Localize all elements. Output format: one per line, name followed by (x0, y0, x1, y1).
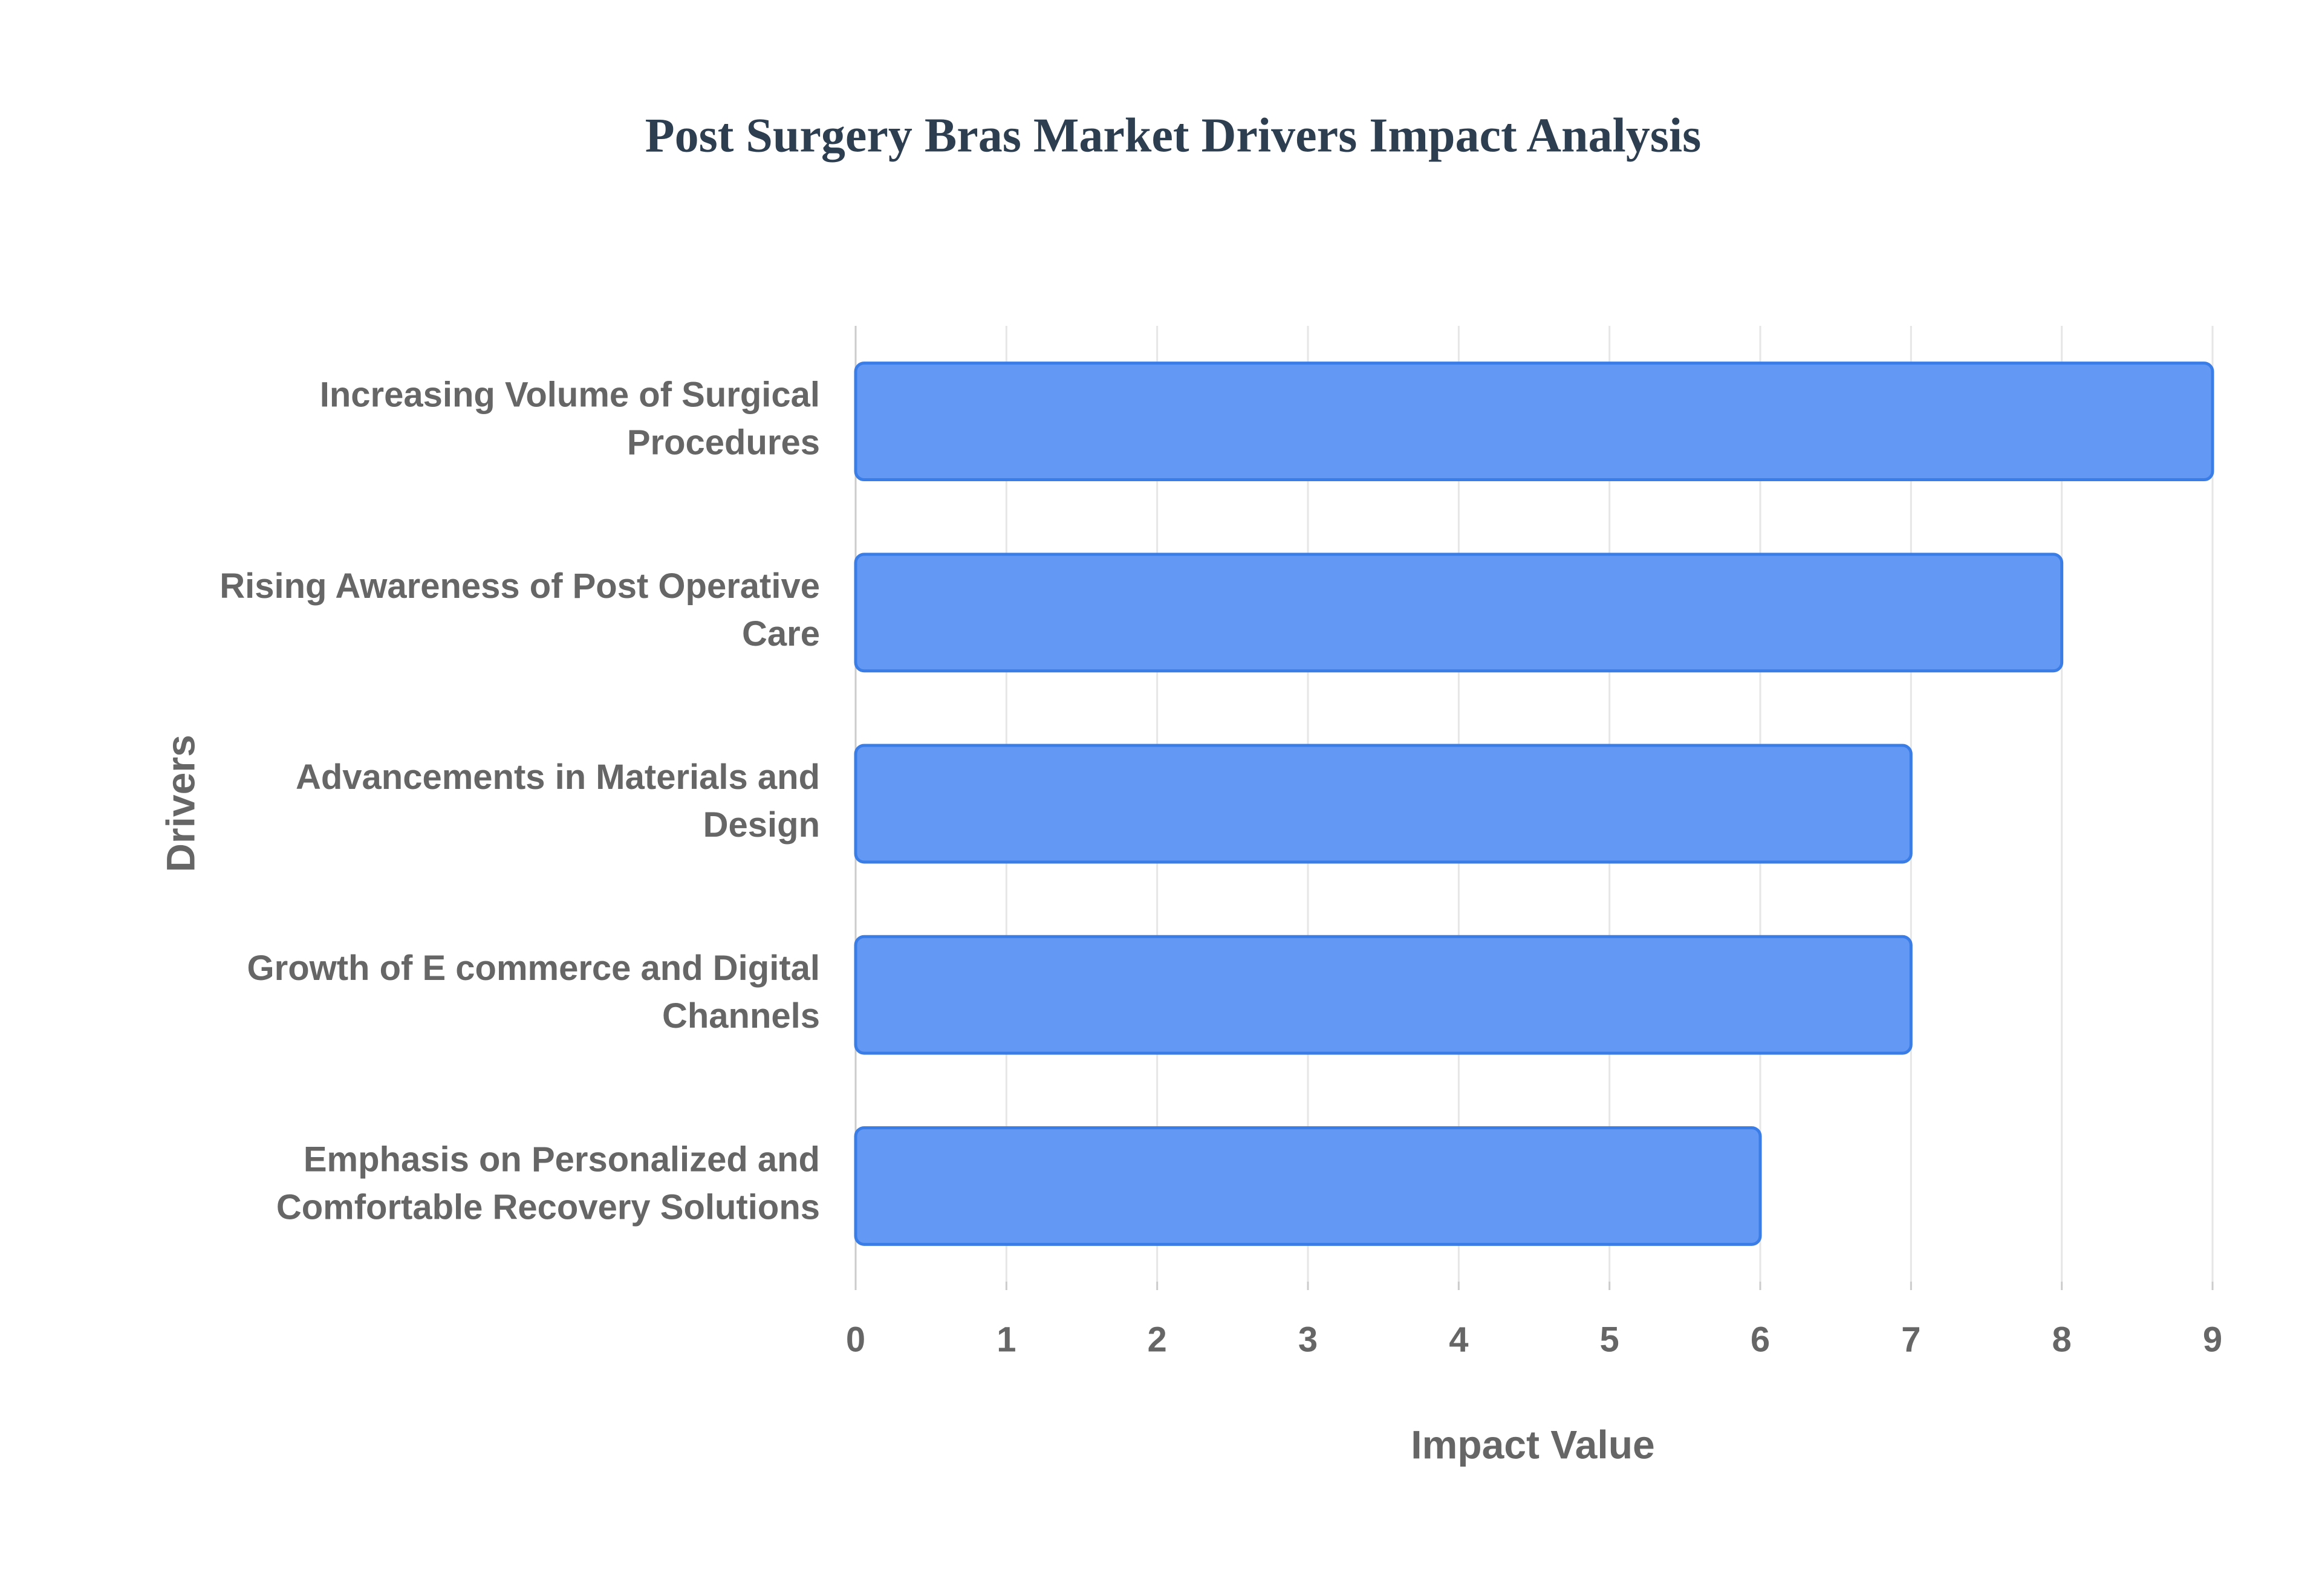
bar (854, 935, 1913, 1055)
x-tick-label: 4 (1449, 1320, 1468, 1359)
bar (854, 362, 2214, 482)
y-tick-label: Advancements in Materials and Design (296, 757, 820, 845)
x-tick-label: 9 (2203, 1320, 2222, 1359)
x-tick-label: 5 (1600, 1320, 1619, 1359)
bar (854, 744, 1913, 864)
chart-title: Post Surgery Bras Market Drivers Impact … (645, 109, 1701, 162)
x-tick-label: 7 (1901, 1320, 1920, 1359)
x-tick-label: 0 (846, 1320, 865, 1359)
y-axis-title: Drivers (158, 735, 203, 872)
x-tick-label: 1 (997, 1320, 1016, 1359)
y-tick-label: Rising Awareness of Post Operative Care (220, 566, 820, 654)
x-axis-title: Impact Value (1411, 1422, 1655, 1467)
y-tick-label: Growth of E commerce and Digital Channels (247, 949, 820, 1036)
bar (854, 553, 2064, 673)
x-tick-label: 8 (2052, 1320, 2072, 1359)
x-tick-label: 3 (1298, 1320, 1318, 1359)
x-tick-label: 6 (1751, 1320, 1770, 1359)
y-tick-label: Emphasis on Personalized and Comfortable … (276, 1140, 820, 1227)
y-tick-label: Increasing Volume of Surgical Procedures (320, 375, 820, 462)
bar (854, 1126, 1762, 1246)
x-tick-label: 2 (1148, 1320, 1167, 1359)
